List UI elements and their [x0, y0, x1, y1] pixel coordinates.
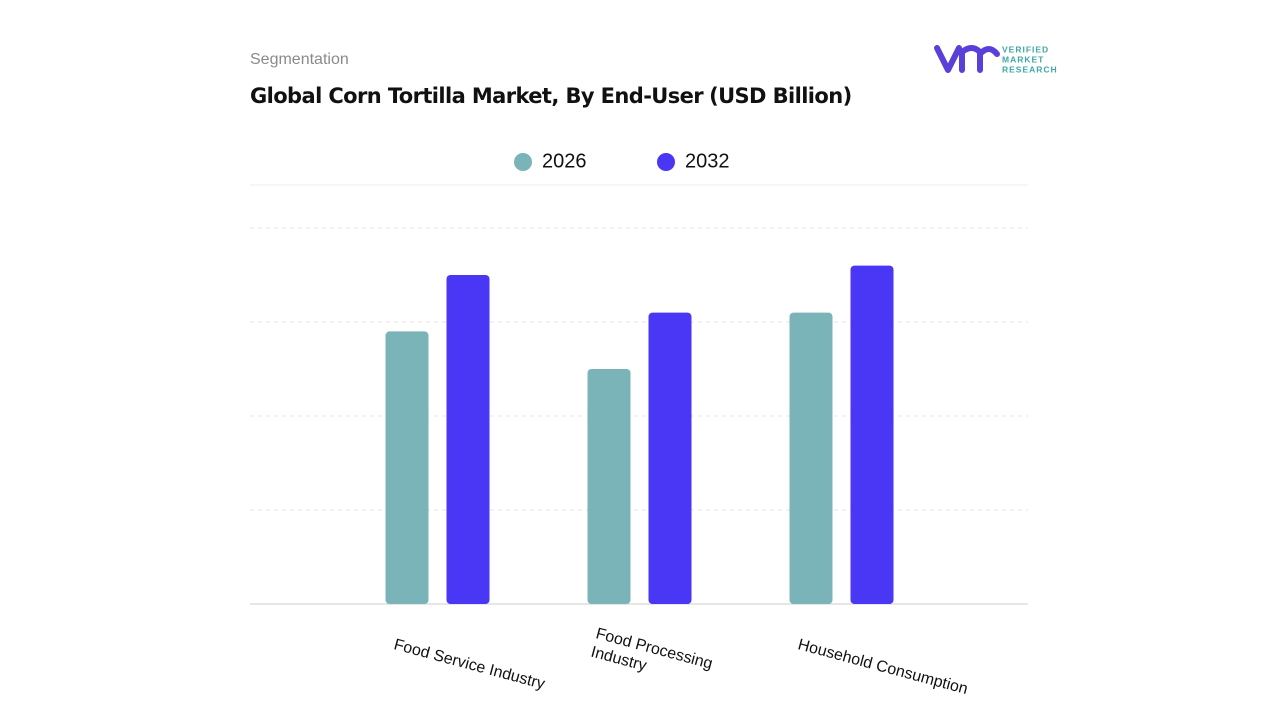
legend-label: 2026 — [542, 150, 587, 172]
bar — [648, 312, 692, 604]
bar — [850, 265, 894, 604]
bar — [385, 331, 429, 604]
title-main: Global Corn Tortilla Market, By End-User — [250, 84, 704, 108]
x-tick-label: Food Service Industry — [392, 637, 547, 694]
bar — [789, 312, 833, 604]
x-tick-label-line: Food Service Industry — [392, 637, 547, 694]
legend-label: 2032 — [685, 150, 730, 172]
bar — [587, 369, 631, 604]
bar — [446, 275, 490, 604]
x-tick-label-line: Household Consumption — [796, 637, 970, 699]
logo-text: RESEARCH — [1002, 64, 1058, 74]
logo-text: MARKET — [1002, 54, 1044, 64]
x-tick-label: Food ProcessingIndustry — [589, 626, 714, 692]
logo-mark — [934, 45, 1000, 73]
header: Segmentation — [250, 51, 349, 68]
chart-title: Global Corn Tortilla Market, By End-User… — [250, 84, 852, 108]
legend-marker — [657, 153, 675, 171]
legend-marker — [514, 153, 532, 171]
logo: VERIFIED MARKET RESEARCH — [934, 44, 1058, 74]
title-unit: (USD Billion) — [709, 84, 852, 108]
logo-text: VERIFIED — [1002, 44, 1049, 54]
x-tick-label: Household Consumption — [796, 637, 970, 699]
